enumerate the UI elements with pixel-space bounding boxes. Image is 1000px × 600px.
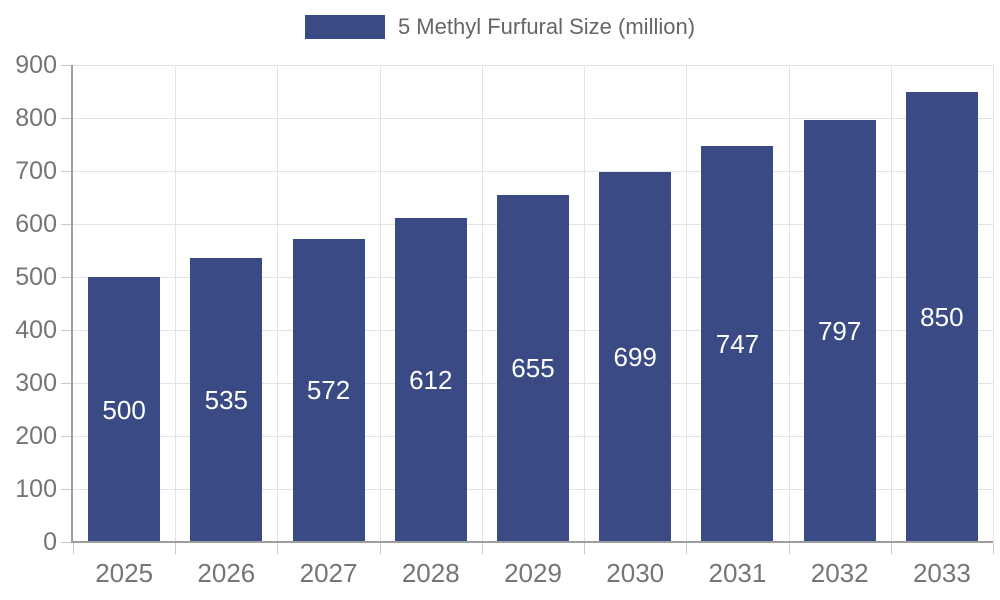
x-tick-label-2026: 2026 xyxy=(197,558,256,588)
bar-2028[interactable]: 612 xyxy=(394,217,467,542)
x-tick xyxy=(788,543,790,554)
bar-value-label: 850 xyxy=(920,301,964,332)
y-tick xyxy=(61,489,71,490)
legend-swatch xyxy=(304,15,385,39)
x-tick-label-2032: 2032 xyxy=(810,558,869,588)
y-tick xyxy=(61,542,71,543)
bar-2032[interactable]: 797 xyxy=(803,119,876,542)
gridline-v-6 xyxy=(686,65,688,542)
bar-value-label: 655 xyxy=(511,353,555,384)
x-tick-label-2029: 2029 xyxy=(504,558,562,588)
y-tick-label-200: 200 xyxy=(15,422,57,450)
gridline-v-2 xyxy=(277,65,279,542)
y-tick-label-300: 300 xyxy=(15,369,57,397)
x-tick xyxy=(481,543,483,554)
gridline-h-900 xyxy=(73,65,993,66)
x-tick-label-2028: 2028 xyxy=(401,558,460,588)
bar-2033[interactable]: 850 xyxy=(905,91,978,542)
gridline-v-7 xyxy=(788,65,790,542)
gridline-h-700 xyxy=(73,171,993,172)
x-tick xyxy=(379,543,381,554)
y-tick xyxy=(61,330,71,331)
x-tick-label-2031: 2031 xyxy=(708,558,767,588)
bar-value-label: 535 xyxy=(204,385,249,416)
y-tick-label-400: 400 xyxy=(15,316,57,344)
x-axis-line xyxy=(71,541,993,543)
y-tick-label-800: 800 xyxy=(15,104,57,132)
gridline-h-800 xyxy=(73,118,993,119)
y-tick xyxy=(61,118,71,119)
gridline-v-9 xyxy=(993,65,994,542)
y-tick-label-600: 600 xyxy=(15,210,57,238)
x-tick-label-2030: 2030 xyxy=(606,558,665,588)
gridline-v-4 xyxy=(481,65,483,542)
y-tick xyxy=(61,383,71,384)
bar-2029[interactable]: 655 xyxy=(497,194,569,542)
x-tick xyxy=(277,543,279,554)
bar-value-label: 612 xyxy=(409,364,453,395)
y-tick-label-500: 500 xyxy=(15,263,57,291)
y-tick-label-0: 0 xyxy=(43,528,57,556)
x-tick-label-2033: 2033 xyxy=(912,558,971,588)
bar-value-label: 797 xyxy=(817,315,862,346)
gridline-v-5 xyxy=(584,65,586,542)
bar-value-label: 572 xyxy=(306,375,351,406)
x-tick xyxy=(73,543,74,554)
bar-value-label: 500 xyxy=(102,394,146,425)
x-tick-label-2027: 2027 xyxy=(299,558,358,588)
y-tick xyxy=(61,436,71,437)
gridline-v-8 xyxy=(890,65,892,542)
x-tick xyxy=(175,543,177,554)
legend[interactable]: 5 Methyl Furfural Size (million) xyxy=(0,14,1000,40)
bar-2027[interactable]: 572 xyxy=(292,238,365,542)
bar-value-label: 747 xyxy=(715,329,760,360)
bar-value-label: 699 xyxy=(613,341,657,372)
bar-2026[interactable]: 535 xyxy=(190,258,263,542)
y-tick-label-700: 700 xyxy=(15,157,57,185)
x-tick xyxy=(993,543,994,554)
x-tick xyxy=(584,543,586,554)
bar-2030[interactable]: 699 xyxy=(599,171,672,542)
bar-2031[interactable]: 747 xyxy=(701,146,774,542)
gridline-v-1 xyxy=(175,65,177,542)
y-tick xyxy=(61,171,71,172)
x-tick xyxy=(686,543,688,554)
y-tick-label-900: 900 xyxy=(15,51,57,79)
legend-title: 5 Methyl Furfural Size (million) xyxy=(397,14,696,39)
y-tick-label-100: 100 xyxy=(15,475,57,503)
x-tick-label-2025: 2025 xyxy=(95,558,154,588)
y-axis-line xyxy=(71,65,73,542)
y-tick xyxy=(61,224,71,225)
x-tick xyxy=(890,543,892,554)
y-tick xyxy=(61,65,71,66)
y-tick xyxy=(61,277,71,278)
gridline-v-3 xyxy=(379,65,381,542)
bar-2025[interactable]: 500 xyxy=(88,277,161,542)
